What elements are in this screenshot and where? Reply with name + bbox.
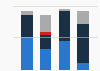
Bar bbox=[40, 15, 51, 32]
Bar bbox=[59, 9, 70, 11]
Bar bbox=[21, 15, 33, 37]
Bar bbox=[40, 32, 51, 35]
Bar bbox=[59, 41, 70, 70]
Bar bbox=[21, 37, 33, 70]
Bar bbox=[40, 49, 51, 70]
Bar bbox=[59, 11, 70, 41]
Bar bbox=[77, 24, 89, 63]
Bar bbox=[77, 63, 89, 70]
Bar bbox=[21, 11, 33, 15]
Bar bbox=[77, 11, 89, 24]
Bar bbox=[40, 35, 51, 49]
